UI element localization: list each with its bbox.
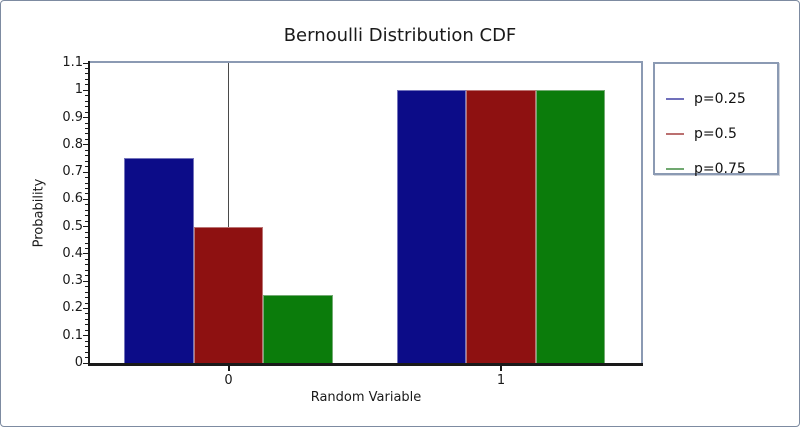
y-minor-tick <box>85 351 88 353</box>
y-minor-tick <box>85 106 88 108</box>
legend-entry: p=0.25 <box>665 81 777 116</box>
bar-p025-x1 <box>396 90 467 363</box>
y-minor-tick <box>85 324 88 326</box>
y-major-tick <box>83 171 88 173</box>
y-tick-label: 0.2 <box>62 300 83 316</box>
y-tick-label: 0.4 <box>62 245 83 261</box>
plot-area: 0 0.1 0.2 0.3 0.4 0.5 0.6 0.7 0.8 0.9 1 1.1 0 1 <box>62 56 643 388</box>
legend-entry: p=0.5 <box>665 116 777 151</box>
legend-label: p=0.25 <box>694 90 746 107</box>
y-axis-line <box>88 61 90 363</box>
legend-line-marker <box>666 132 684 135</box>
legend-line-marker <box>666 97 684 100</box>
legend: p=0.25 p=0.5 p=0.75 <box>653 62 779 177</box>
y-major-tick <box>83 62 88 64</box>
y-minor-tick <box>85 258 88 260</box>
y-minor-tick <box>85 160 88 162</box>
y-minor-tick <box>85 73 88 75</box>
legend-line-marker <box>666 167 684 170</box>
y-minor-tick <box>85 177 88 179</box>
y-tick-label: 0.6 <box>62 191 83 207</box>
y-minor-tick <box>85 231 88 233</box>
y-tick-label: 0 <box>74 355 83 370</box>
x-axis-line <box>88 363 643 366</box>
y-minor-tick <box>85 67 88 69</box>
y-minor-tick <box>85 357 88 359</box>
bar-p075-x1 <box>535 90 606 363</box>
y-minor-tick <box>85 100 88 102</box>
legend-entry: p=0.75 <box>665 151 777 186</box>
y-major-tick <box>83 307 88 309</box>
y-minor-tick <box>85 193 88 195</box>
y-major-tick <box>83 335 88 337</box>
y-minor-tick <box>85 237 88 239</box>
chart-title: Bernoulli Distribution CDF <box>283 25 517 46</box>
legend-label: p=0.5 <box>694 125 737 142</box>
y-minor-tick <box>85 78 88 80</box>
y-tick-label: 0.7 <box>62 164 83 180</box>
zero-vertical-line <box>228 63 229 363</box>
y-minor-tick <box>85 111 88 113</box>
y-axis-label: Probability <box>31 178 47 248</box>
y-minor-tick <box>85 264 88 266</box>
y-minor-tick <box>85 291 88 293</box>
y-minor-tick <box>85 133 88 135</box>
y-minor-tick <box>85 138 88 140</box>
y-minor-tick <box>85 155 88 157</box>
plot-frame-right <box>641 63 643 363</box>
y-minor-tick <box>85 220 88 222</box>
y-tick-label: 0.9 <box>62 109 83 125</box>
y-minor-tick <box>85 346 88 348</box>
bar-p025-x0 <box>124 158 194 363</box>
y-minor-tick <box>85 209 88 211</box>
y-tick-label: 0.1 <box>62 327 83 343</box>
y-minor-tick <box>85 297 88 299</box>
x-tick-label: 1 <box>496 373 506 388</box>
x-tick <box>227 366 230 371</box>
y-minor-tick <box>85 187 88 189</box>
y-minor-tick <box>85 329 88 331</box>
y-minor-tick <box>85 275 88 277</box>
y-minor-tick <box>85 122 88 124</box>
y-major-tick <box>83 362 88 364</box>
y-minor-tick <box>85 215 88 217</box>
x-axis-label: Random Variable <box>310 390 422 405</box>
y-tick-label: 1 <box>74 82 83 98</box>
y-major-tick <box>83 117 88 119</box>
y-major-tick <box>83 280 88 282</box>
bar-p075-x0 <box>263 294 333 363</box>
bar-p05-x0 <box>193 226 264 363</box>
y-tick-label: 0.8 <box>62 136 83 152</box>
legend-label: p=0.75 <box>694 160 746 177</box>
y-minor-tick <box>85 313 88 315</box>
y-minor-tick <box>85 286 88 288</box>
y-major-tick <box>83 253 88 255</box>
y-major-tick <box>83 198 88 200</box>
y-minor-tick <box>85 182 88 184</box>
legend-entries: p=0.25 p=0.5 p=0.75 <box>665 81 777 186</box>
y-minor-tick <box>85 84 88 86</box>
y-major-tick <box>83 89 88 91</box>
x-tick <box>499 366 502 371</box>
y-tick-label: 0.5 <box>62 218 83 234</box>
y-minor-tick <box>85 204 88 206</box>
y-minor-tick <box>85 247 88 249</box>
y-minor-tick <box>85 340 88 342</box>
x-tick-label: 0 <box>224 373 233 388</box>
y-minor-tick <box>85 302 88 304</box>
y-minor-tick <box>85 166 88 168</box>
y-minor-tick <box>85 318 88 320</box>
y-minor-tick <box>85 95 88 97</box>
y-minor-tick <box>85 242 88 244</box>
y-minor-tick <box>85 127 88 129</box>
y-minor-tick <box>85 149 88 151</box>
y-tick-label: 0.3 <box>62 273 83 289</box>
y-major-tick <box>83 144 88 146</box>
y-major-tick <box>83 226 88 228</box>
y-minor-tick <box>85 269 88 271</box>
plot-frame-top <box>90 61 643 63</box>
y-tick-label: 1.1 <box>62 55 83 70</box>
bar-p05-x1 <box>466 90 536 363</box>
